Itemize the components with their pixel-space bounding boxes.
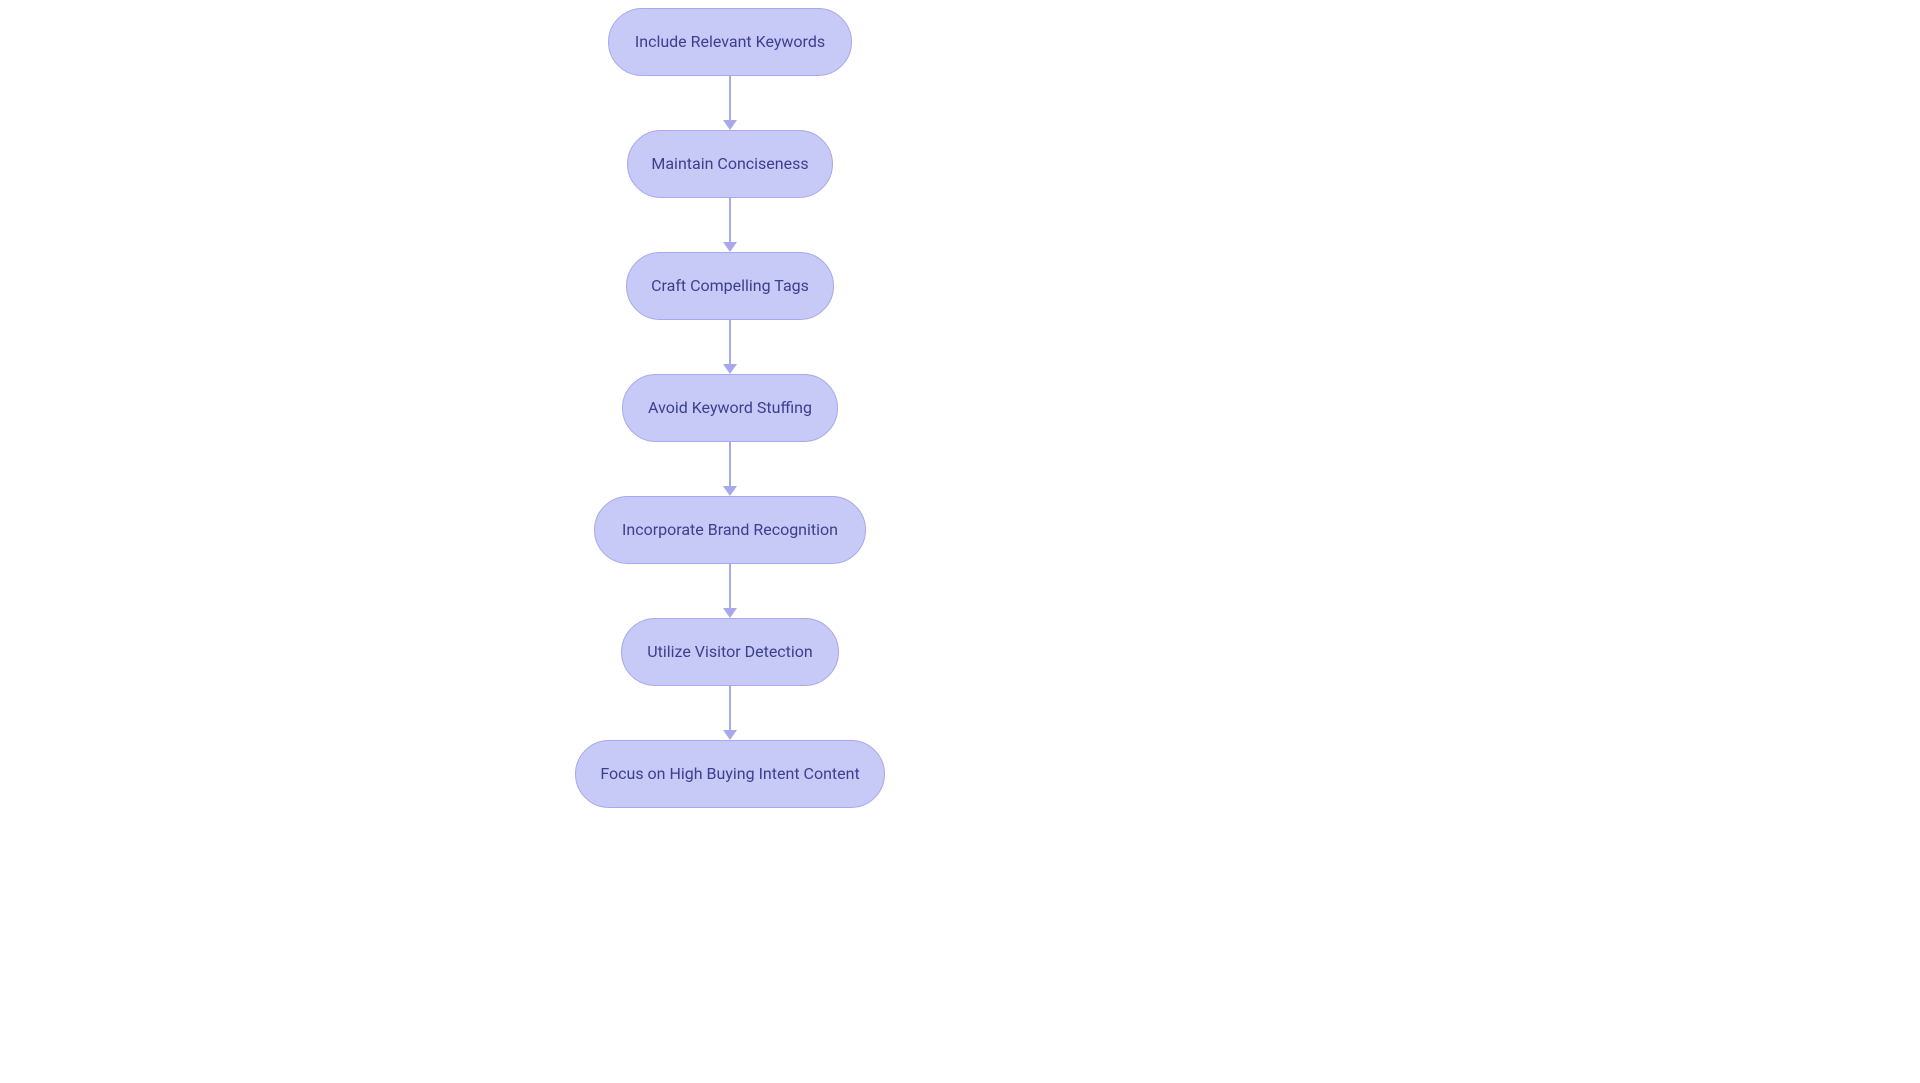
flow-node-label: Maintain Conciseness <box>651 154 808 173</box>
flow-arrowhead-n4-n5 <box>723 486 737 496</box>
flow-node-n4: Avoid Keyword Stuffing <box>622 374 838 442</box>
flow-node-n5: Incorporate Brand Recognition <box>594 496 866 564</box>
flow-node-n3: Craft Compelling Tags <box>626 252 834 320</box>
flow-arrowhead-n6-n7 <box>723 730 737 740</box>
flow-node-label: Craft Compelling Tags <box>651 276 809 295</box>
flow-node-n1: Include Relevant Keywords <box>608 8 852 76</box>
flow-node-label: Utilize Visitor Detection <box>647 642 813 661</box>
flow-arrowhead-n2-n3 <box>723 242 737 252</box>
flow-node-label: Focus on High Buying Intent Content <box>600 764 859 783</box>
flow-node-label: Incorporate Brand Recognition <box>622 520 838 539</box>
flow-node-n7: Focus on High Buying Intent Content <box>575 740 885 808</box>
flow-edge-n6-n7 <box>729 686 731 730</box>
flow-arrowhead-n5-n6 <box>723 608 737 618</box>
flowchart-canvas: Include Relevant Keywords Maintain Concis… <box>0 0 1920 1083</box>
flow-edge-n1-n2 <box>729 76 731 120</box>
flow-edge-n5-n6 <box>729 564 731 608</box>
flow-edge-n3-n4 <box>729 320 731 364</box>
flow-node-n6: Utilize Visitor Detection <box>621 618 839 686</box>
flow-node-n2: Maintain Conciseness <box>627 130 833 198</box>
flow-edge-n4-n5 <box>729 442 731 486</box>
flow-node-label: Avoid Keyword Stuffing <box>648 398 812 417</box>
flow-arrowhead-n1-n2 <box>723 120 737 130</box>
flow-edge-n2-n3 <box>729 198 731 242</box>
flow-node-label: Include Relevant Keywords <box>635 32 825 51</box>
flow-arrowhead-n3-n4 <box>723 364 737 374</box>
